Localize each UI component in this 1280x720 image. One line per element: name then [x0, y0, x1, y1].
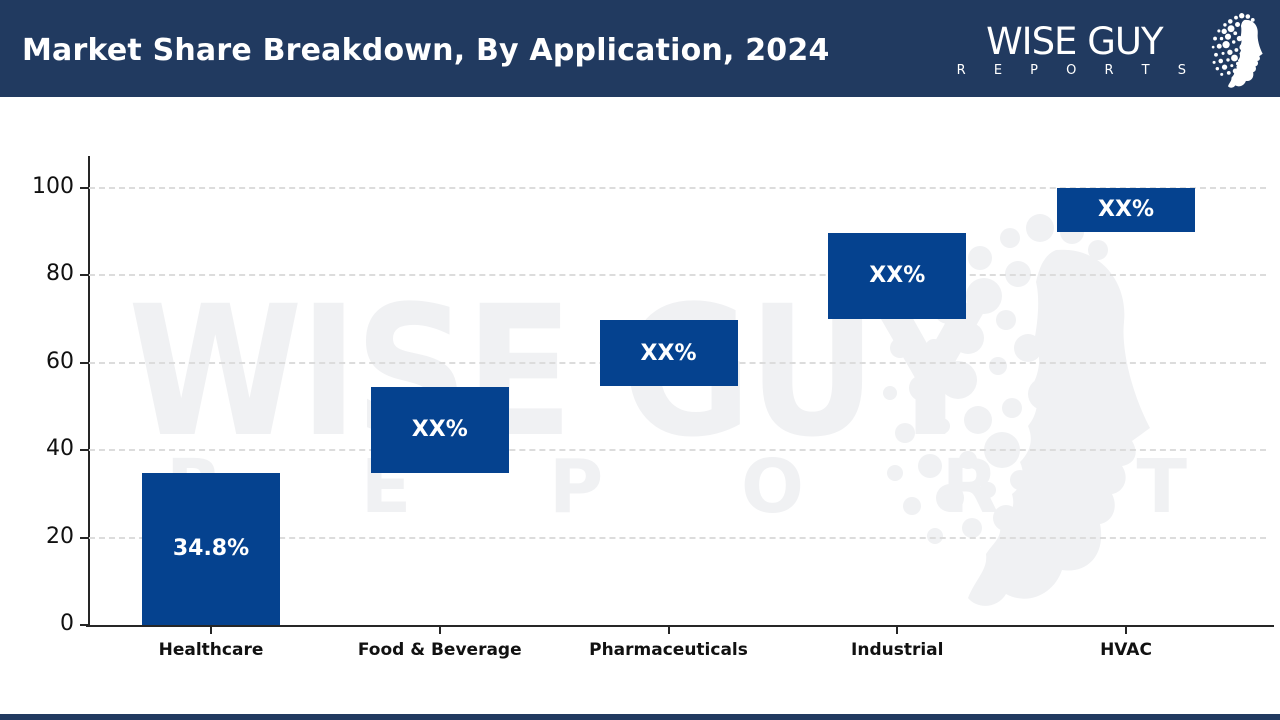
- grid-line: [89, 186, 1266, 189]
- header-bar: Market Share Breakdown, By Application, …: [0, 0, 1280, 97]
- bar-healthcare: 34.8%: [142, 472, 280, 625]
- x-tick: [667, 625, 670, 634]
- bar-value-label: XX%: [869, 263, 926, 289]
- grid-line: [89, 274, 1266, 276]
- x-tick: [438, 625, 441, 634]
- grid-line: [89, 536, 1266, 539]
- logo-subtitle: R E P O R T S: [956, 63, 1198, 78]
- bar-food-beverage: XX%: [370, 386, 509, 473]
- bar-value-label: 34.8%: [172, 536, 250, 562]
- y-tick: [80, 449, 88, 451]
- y-tick: [80, 361, 88, 364]
- bar-value-label: XX%: [1098, 197, 1154, 223]
- bar-value-label: XX%: [411, 417, 468, 443]
- y-tick: [80, 274, 88, 276]
- x-tick-label: Industrial: [851, 640, 944, 660]
- logo-face-dots-icon: [1211, 13, 1263, 88]
- bar-hvac: XX%: [1057, 187, 1195, 233]
- wise-guy-reports-logo: WISE GUY R E P O R T S: [957, 6, 1264, 94]
- footer-bar: [0, 714, 1280, 720]
- y-tick-label: 20: [46, 523, 74, 549]
- x-tick: [210, 625, 212, 634]
- logo-text: WISE GUY R E P O R T S: [951, 20, 1198, 79]
- x-tick-label: Healthcare: [158, 640, 264, 660]
- y-tick: [80, 624, 88, 626]
- y-tick-label: 80: [46, 261, 74, 286]
- bar-industrial: XX%: [828, 233, 967, 319]
- grid-line: [89, 449, 1266, 451]
- chart-title: Market Share Breakdown, By Application, …: [22, 33, 830, 68]
- y-tick: [80, 186, 88, 189]
- x-tick: [1125, 625, 1127, 634]
- x-tick-label: Food & Beverage: [357, 640, 522, 660]
- x-tick: [896, 625, 899, 634]
- y-tick-label: 0: [60, 611, 74, 636]
- bar-value-label: XX%: [640, 340, 697, 366]
- y-tick-label: 100: [32, 173, 74, 199]
- x-tick-label: HVAC: [1100, 640, 1152, 660]
- y-tick-label: 60: [46, 348, 74, 374]
- x-axis-line: [86, 625, 1274, 627]
- y-tick: [80, 536, 88, 539]
- y-tick-label: 40: [46, 436, 74, 461]
- x-tick-label: Pharmaceuticals: [589, 640, 748, 660]
- logo-name: WISE GUY: [986, 20, 1163, 63]
- bar-pharmaceuticals: XX%: [599, 320, 738, 387]
- y-axis-line: [88, 156, 90, 627]
